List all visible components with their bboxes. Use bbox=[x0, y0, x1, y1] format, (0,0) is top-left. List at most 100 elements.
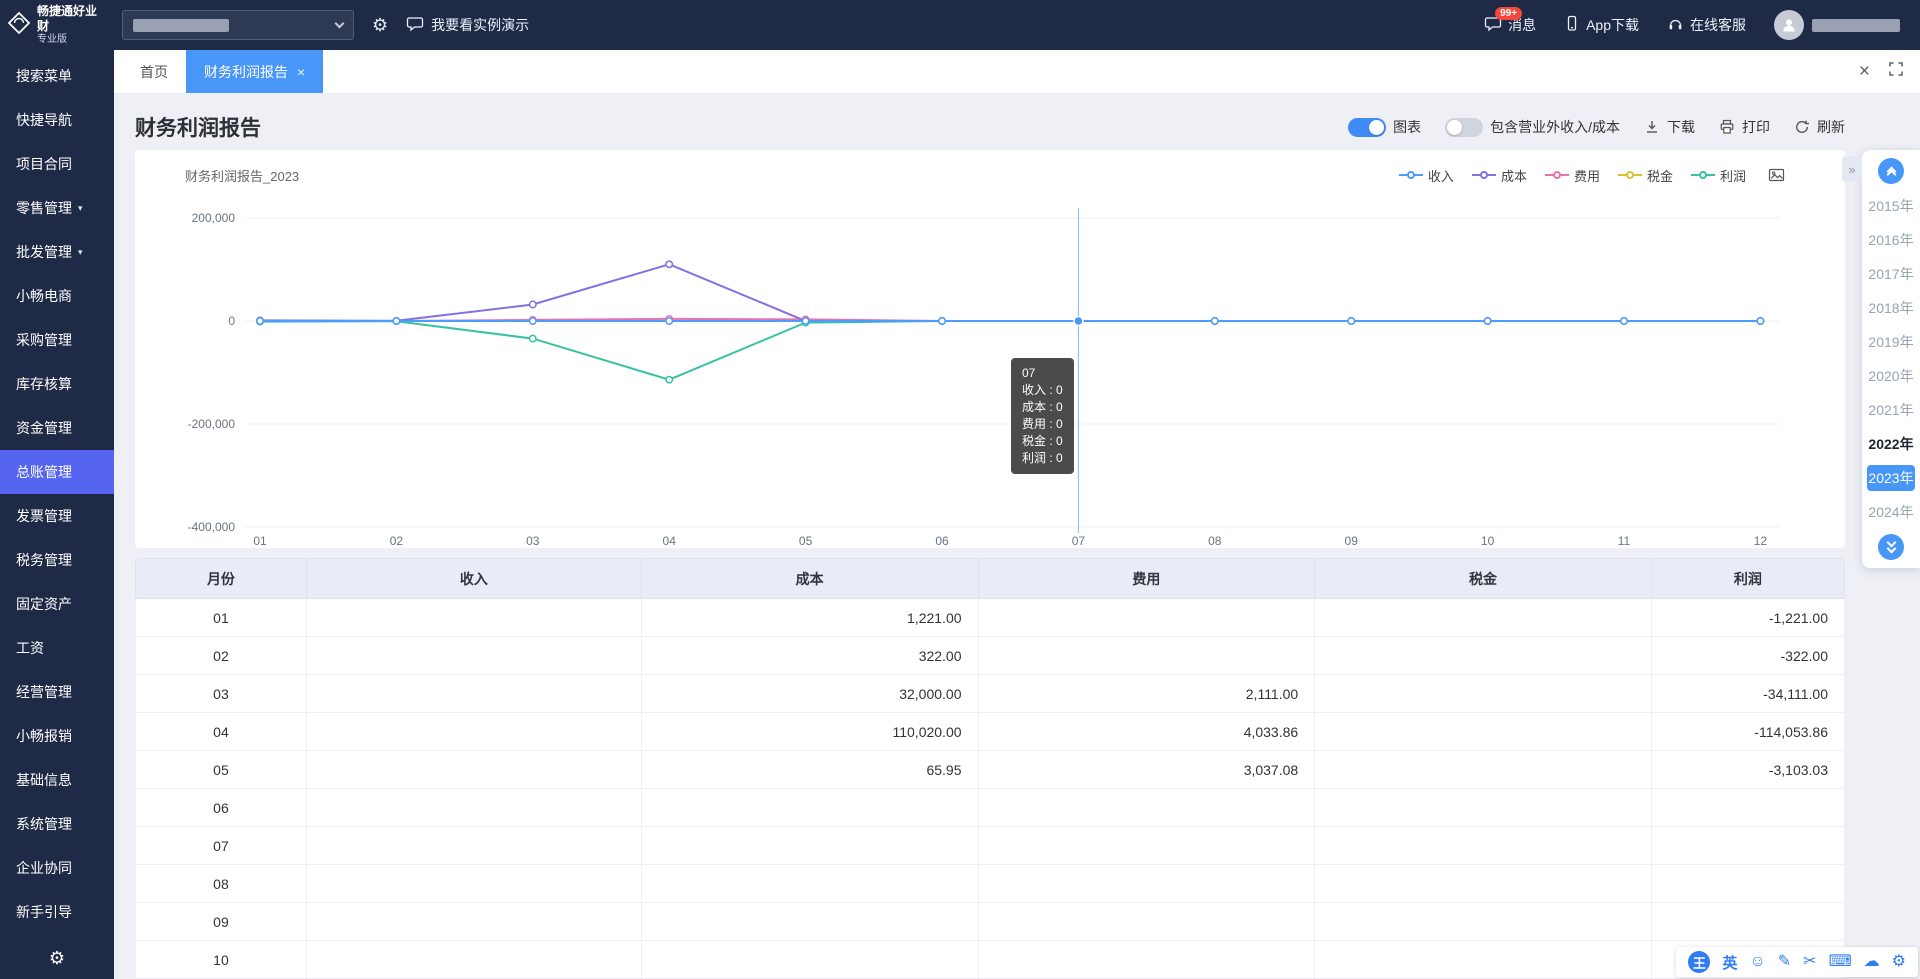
app-download-button[interactable]: App下载 bbox=[1564, 15, 1639, 35]
year-item[interactable]: 2019年 bbox=[1868, 334, 1914, 350]
sidebar-item[interactable]: 工资 bbox=[0, 626, 114, 670]
sidebar-item[interactable]: 基础信息 bbox=[0, 758, 114, 802]
month-cell: 04 bbox=[135, 712, 307, 751]
chart-legend: 收入 成本 费用 税金 利润 bbox=[1398, 166, 1785, 185]
pen-icon[interactable]: ✎ bbox=[1777, 953, 1792, 970]
year-item[interactable]: 2023年 bbox=[1867, 465, 1915, 491]
value-cell bbox=[1314, 712, 1652, 751]
ime-toolbar: 王 英 ☺ ✎ ✂ ⌨ ☁ ⚙ bbox=[1676, 947, 1918, 977]
company-select[interactable] bbox=[122, 10, 354, 40]
messages-button[interactable]: 99+ 消息 bbox=[1484, 6, 1536, 35]
year-item[interactable]: 2018年 bbox=[1868, 300, 1914, 316]
value-cell: -1,221.00 bbox=[1650, 598, 1845, 637]
sidebar-item[interactable]: 快捷导航 bbox=[0, 98, 114, 142]
cloud-icon[interactable]: ☁ bbox=[1863, 953, 1880, 970]
sidebar-item[interactable]: 搜索菜单 bbox=[0, 54, 114, 98]
tab[interactable]: 首页 bbox=[122, 50, 186, 93]
sidebar-item[interactable]: 零售管理 ▾ bbox=[0, 186, 114, 230]
gear-icon[interactable]: ⚙ bbox=[372, 14, 389, 35]
table-row: 07 bbox=[135, 826, 1845, 865]
sidebar-item[interactable]: 小畅电商 bbox=[0, 274, 114, 318]
refresh-label: 刷新 bbox=[1817, 119, 1845, 135]
sidebar-item-label: 小畅电商 bbox=[16, 288, 72, 304]
year-item[interactable]: 2022年 bbox=[1868, 436, 1914, 452]
sidebar-item[interactable]: 库存核算 bbox=[0, 362, 114, 406]
sidebar-item[interactable]: 税务管理 bbox=[0, 538, 114, 582]
sidebar-item[interactable]: 新手引导 bbox=[0, 890, 114, 934]
refresh-button[interactable]: 刷新 bbox=[1794, 117, 1845, 137]
sidebar-item[interactable]: 固定资产 bbox=[0, 582, 114, 626]
sidebar-item[interactable]: 项目合同 bbox=[0, 142, 114, 186]
legend-item[interactable]: 成本 bbox=[1471, 166, 1527, 185]
chart-toggle[interactable] bbox=[1348, 117, 1387, 137]
sidebar-item-label: 项目合同 bbox=[16, 156, 72, 172]
gear-icon[interactable]: ⚙ bbox=[1891, 953, 1906, 970]
year-item[interactable]: 2015年 bbox=[1868, 198, 1914, 214]
sidebar-item-label: 企业协同 bbox=[16, 860, 72, 876]
year-item[interactable]: 2017年 bbox=[1868, 266, 1914, 282]
close-icon[interactable]: × bbox=[1858, 61, 1870, 82]
legend-item[interactable]: 收入 bbox=[1398, 166, 1454, 185]
user-menu[interactable] bbox=[1774, 10, 1900, 40]
tab[interactable]: 财务利润报告 × bbox=[186, 50, 324, 93]
sidebar-item[interactable]: 批发管理 ▾ bbox=[0, 230, 114, 274]
tab-close-icon[interactable]: × bbox=[297, 63, 306, 80]
value-cell bbox=[977, 826, 1316, 865]
chevron-down-icon bbox=[1886, 543, 1896, 554]
year-item[interactable]: 2016年 bbox=[1868, 232, 1914, 248]
svg-text:12: 12 bbox=[1754, 534, 1768, 548]
sidebar-item[interactable]: 总账管理 bbox=[0, 450, 114, 494]
year-item[interactable]: 2024年 bbox=[1868, 504, 1914, 520]
save-image-icon[interactable] bbox=[1768, 167, 1785, 183]
chart-card: 财务利润报告_2023 收入 成本 费用 税金 利润 200,000 0 -200,000 -… bbox=[135, 150, 1845, 548]
sidebar-item[interactable]: 企业协同 bbox=[0, 846, 114, 890]
chevron-down-icon: ▾ bbox=[78, 202, 83, 213]
support-button[interactable]: 在线客服 bbox=[1667, 15, 1746, 35]
year-scroll-down-button[interactable] bbox=[1878, 534, 1904, 560]
sidebar-item[interactable]: 资金管理 bbox=[0, 406, 114, 450]
sidebar-settings-gear-icon[interactable]: ⚙ bbox=[48, 947, 66, 968]
legend-item[interactable]: 费用 bbox=[1544, 166, 1600, 185]
redacted-username bbox=[1812, 18, 1900, 32]
value-cell bbox=[977, 636, 1316, 675]
profit-line-chart[interactable]: 200,000 0 -200,000 -400,000 01 02 03 04 05 06 07 08… bbox=[135, 188, 1845, 548]
legend-label: 费用 bbox=[1573, 168, 1600, 184]
sidebar-item[interactable]: 采购管理 bbox=[0, 318, 114, 362]
ime-logo[interactable]: 王 bbox=[1688, 951, 1711, 973]
value-cell bbox=[305, 750, 642, 789]
year-item[interactable]: 2020年 bbox=[1868, 368, 1914, 384]
ime-language-toggle[interactable]: 英 bbox=[1722, 954, 1738, 972]
month-cell: 08 bbox=[135, 864, 307, 903]
smiley-icon[interactable]: ☺ bbox=[1749, 953, 1766, 970]
fullscreen-icon[interactable] bbox=[1888, 61, 1904, 82]
demo-button[interactable]: 我要看实例演示 bbox=[406, 15, 529, 35]
messages-badge: 99+ bbox=[1495, 6, 1523, 20]
year-panel: 2015年 2016年 2017年 2018年 2019年 2020年 2021年 2022年… bbox=[1862, 150, 1920, 568]
keyboard-icon[interactable]: ⌨ bbox=[1828, 953, 1852, 970]
download-button[interactable]: 下载 bbox=[1644, 117, 1695, 137]
legend-item[interactable]: 税金 bbox=[1617, 166, 1673, 185]
year-item[interactable]: 2021年 bbox=[1868, 402, 1914, 418]
year-panel-collapse-handle[interactable]: » bbox=[1842, 156, 1862, 182]
legend-item[interactable]: 利润 bbox=[1690, 166, 1746, 185]
legend-label: 成本 bbox=[1500, 168, 1527, 184]
scissors-icon[interactable]: ✂ bbox=[1803, 953, 1817, 970]
value-cell bbox=[1314, 902, 1652, 941]
redacted-text bbox=[133, 18, 229, 32]
sidebar-item[interactable]: 小畅报销 bbox=[0, 714, 114, 758]
legend-marker-icon bbox=[1617, 170, 1642, 180]
download-icon bbox=[1644, 119, 1660, 135]
print-button[interactable]: 打印 bbox=[1719, 117, 1770, 137]
sidebar-item[interactable]: 经营管理 bbox=[0, 670, 114, 714]
include-nonoperating-toggle[interactable] bbox=[1445, 117, 1484, 137]
sidebar-item-label: 税务管理 bbox=[16, 552, 72, 568]
value-cell: 32,000.00 bbox=[640, 674, 979, 713]
value-cell bbox=[640, 902, 979, 941]
month-cell: 01 bbox=[135, 598, 307, 637]
sidebar-item[interactable]: 发票管理 bbox=[0, 494, 114, 538]
sidebar-item[interactable]: 系统管理 bbox=[0, 802, 114, 846]
year-scroll-up-button[interactable] bbox=[1878, 158, 1904, 184]
value-cell bbox=[1314, 674, 1652, 713]
table-row: 02 322.00 -322.00 bbox=[135, 636, 1845, 675]
